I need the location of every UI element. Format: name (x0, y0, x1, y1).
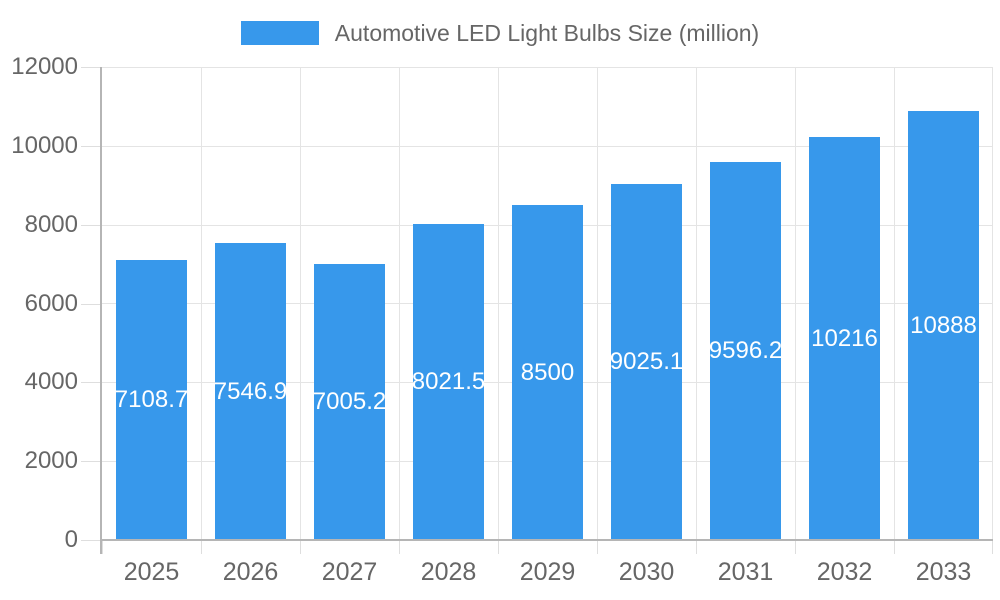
x-tick-label: 2032 (816, 558, 873, 586)
y-tick-mark (81, 461, 102, 462)
x-tick-label: 2027 (321, 558, 378, 586)
x-tick-label: 2028 (420, 558, 477, 586)
bar-value-label: 8021.5 (411, 368, 486, 395)
legend-item[interactable]: Automotive LED Light Bulbs Size (million… (0, 20, 1000, 46)
bar[interactable]: 9025.1 (609, 184, 684, 540)
x-tick-mark (696, 540, 697, 554)
x-tick-label: 2033 (915, 558, 972, 586)
x-tick-label: 2029 (519, 558, 576, 586)
bar-value-label: 7108.7 (114, 386, 189, 413)
y-tick-label: 2000 (24, 447, 78, 474)
y-tick-label: 6000 (24, 290, 78, 317)
legend-label: Automotive LED Light Bulbs Size (million… (334, 20, 760, 46)
x-tick-mark (992, 540, 993, 554)
y-tick-mark (81, 382, 102, 383)
bar-value-label: 7005.2 (312, 388, 387, 415)
x-tick-label: 2026 (222, 558, 279, 586)
x-tick-label: 2025 (123, 558, 180, 586)
x-tick-mark (498, 540, 499, 554)
y-tick-mark (81, 304, 102, 305)
bar[interactable]: 7108.7 (114, 260, 189, 540)
x-tick-mark (894, 540, 895, 554)
bar-value-label: 10216 (811, 324, 878, 352)
x-gridline (597, 67, 598, 540)
plot-area: 7108.7 7546.9 7005.2 8021.5 8500 9025.1 9596.2… (102, 67, 993, 541)
bar-value-label: 10888 (910, 311, 977, 339)
x-tick-mark (102, 540, 103, 554)
x-axis-line (100, 539, 993, 541)
y-gridline (102, 146, 993, 147)
bar[interactable]: 9596.2 (708, 162, 783, 540)
x-tick-label: 2031 (717, 558, 774, 586)
y-tick-label: 12000 (11, 53, 78, 80)
bar[interactable]: 10888 (908, 111, 979, 540)
x-tick-mark (795, 540, 796, 554)
y-gridline (102, 67, 993, 68)
legend-swatch (240, 21, 319, 45)
bar-value-label: 8500 (520, 358, 575, 386)
x-tick-label: 2030 (618, 558, 675, 586)
x-tick-mark (597, 540, 598, 554)
y-tick-label: 0 (64, 526, 78, 553)
x-tick-mark (201, 540, 202, 554)
x-gridline (399, 67, 400, 540)
x-tick-mark (300, 540, 301, 554)
y-tick-label: 10000 (11, 132, 78, 159)
bar-value-label: 7546.9 (213, 377, 288, 405)
x-gridline (300, 67, 301, 540)
x-gridline (201, 67, 202, 540)
bar[interactable]: 10216 (809, 137, 880, 540)
y-tick-mark (81, 146, 102, 147)
bar-value-label: 9025.1 (609, 348, 684, 375)
x-tick-mark (399, 540, 400, 554)
x-gridline (696, 67, 697, 540)
bar[interactable]: 7546.9 (213, 243, 288, 540)
y-tick-label: 4000 (24, 368, 78, 395)
y-tick-mark (81, 225, 102, 226)
bar[interactable]: 8500 (512, 205, 583, 540)
y-tick-mark (81, 540, 102, 541)
bar[interactable]: 8021.5 (411, 224, 486, 540)
bar-value-label: 9596.2 (708, 337, 783, 364)
bar[interactable]: 7005.2 (312, 264, 387, 540)
x-gridline (992, 67, 993, 540)
x-gridline (795, 67, 796, 540)
y-tick-label: 8000 (24, 211, 78, 238)
y-axis-line (100, 67, 102, 554)
y-tick-mark (81, 67, 102, 68)
x-gridline (498, 67, 499, 540)
x-gridline (894, 67, 895, 540)
